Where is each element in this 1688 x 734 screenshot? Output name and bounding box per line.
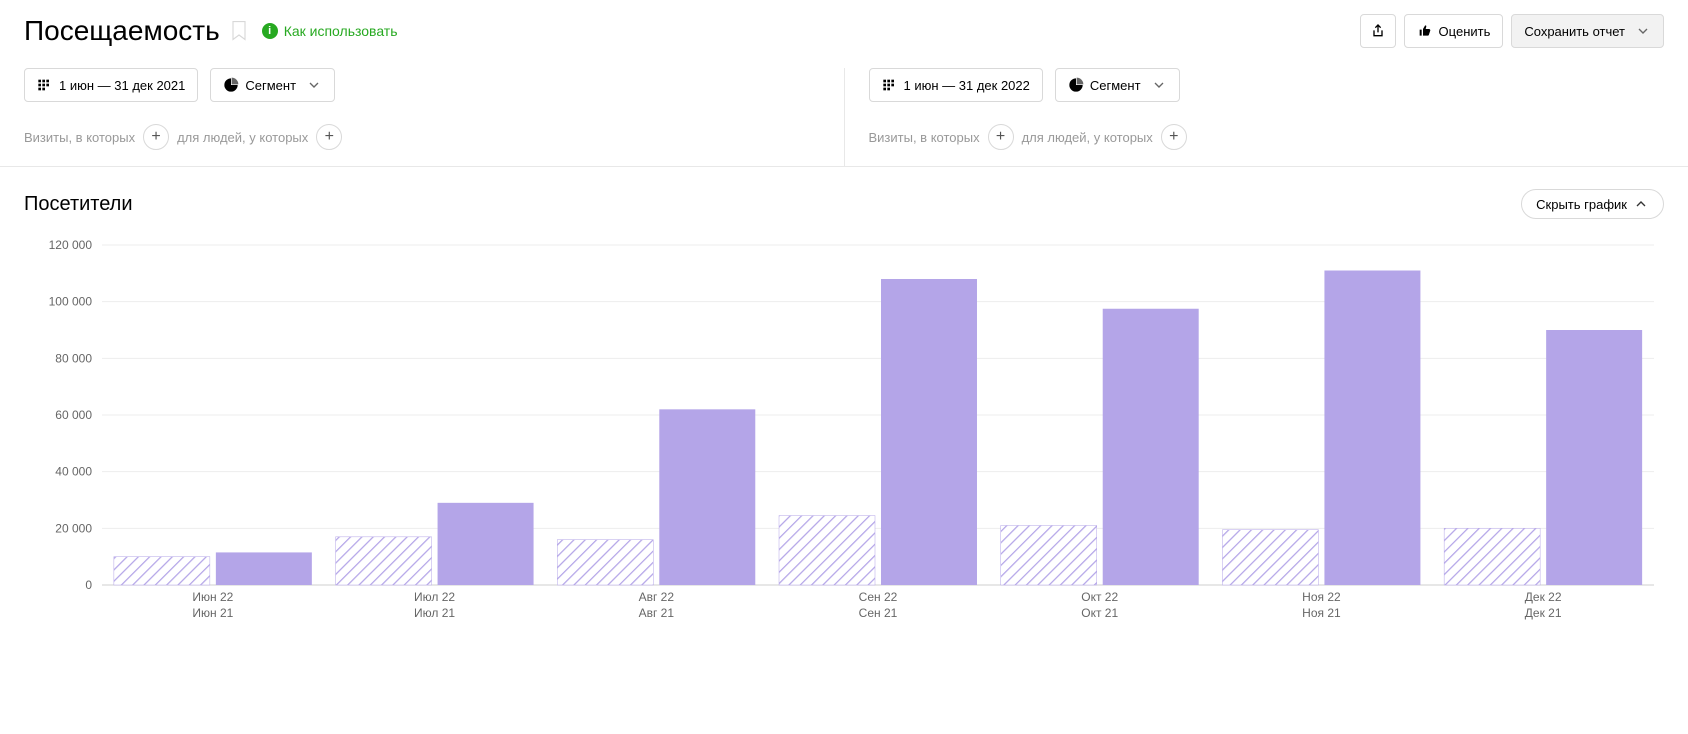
chart-area: 0 20 000 40 000 60 000 80 000 100 000 120 000 И…: [0, 219, 1688, 643]
people-where-label-left: для людей, у которых: [177, 130, 308, 145]
svg-text:Окт 21: Окт 21: [1081, 606, 1118, 620]
how-to-use-link[interactable]: i Как использовать: [262, 23, 398, 39]
calendar-icon: [37, 77, 53, 93]
rate-label: Оценить: [1439, 24, 1491, 39]
section-title: Посетители: [24, 193, 133, 216]
chevron-down-icon: [306, 77, 322, 93]
bar-solid: [216, 552, 312, 585]
svg-text:100 000: 100 000: [49, 295, 93, 309]
svg-text:Ноя 22: Ноя 22: [1302, 590, 1341, 604]
svg-text:Окт 22: Окт 22: [1081, 590, 1118, 604]
segment-label-right: Сегмент: [1090, 78, 1141, 93]
save-report-label: Сохранить отчет: [1524, 24, 1625, 39]
visits-where-label-left: Визиты, в которых: [24, 130, 135, 145]
svg-text:Ноя 21: Ноя 21: [1302, 606, 1341, 620]
info-icon: i: [262, 23, 278, 39]
svg-text:Авг 21: Авг 21: [639, 606, 675, 620]
bar-hatch: [114, 557, 210, 585]
bar-hatch: [1001, 526, 1097, 586]
share-button[interactable]: [1360, 14, 1396, 48]
hide-chart-label: Скрыть график: [1536, 197, 1627, 212]
svg-text:Июн 21: Июн 21: [192, 606, 233, 620]
add-people-condition-right[interactable]: +: [1161, 124, 1187, 150]
hide-chart-button[interactable]: Скрыть график: [1521, 189, 1664, 219]
svg-text:Дек 22: Дек 22: [1525, 590, 1562, 604]
pie-icon: [1068, 77, 1084, 93]
date-range-label-left: 1 июн — 31 дек 2021: [59, 78, 185, 93]
chevron-down-icon: [1151, 77, 1167, 93]
segment-picker-left[interactable]: Сегмент: [210, 68, 335, 102]
svg-text:Сен 22: Сен 22: [859, 590, 898, 604]
share-icon: [1370, 23, 1386, 39]
bar-hatch: [336, 537, 432, 585]
add-visits-condition-left[interactable]: +: [143, 124, 169, 150]
thumbs-icon: [1417, 23, 1433, 39]
add-visits-condition-right[interactable]: +: [988, 124, 1014, 150]
bar-solid: [881, 279, 977, 585]
people-where-label-right: для людей, у которых: [1022, 130, 1153, 145]
svg-text:Дек 21: Дек 21: [1525, 606, 1562, 620]
svg-text:80 000: 80 000: [55, 351, 92, 365]
bar-solid: [1324, 271, 1420, 586]
date-range-picker-right[interactable]: 1 июн — 31 дек 2022: [869, 68, 1043, 102]
bookmark-icon[interactable]: [230, 20, 248, 42]
svg-text:0: 0: [85, 578, 92, 592]
visitors-bar-chart: 0 20 000 40 000 60 000 80 000 100 000 120 000 И…: [24, 229, 1664, 633]
filters-col-right: 1 июн — 31 дек 2022 Сегмент Визиты, в ко…: [845, 68, 1688, 166]
calendar-icon: [882, 77, 898, 93]
svg-text:20 000: 20 000: [55, 521, 92, 535]
chevron-up-icon: [1633, 196, 1649, 212]
visits-where-label-right: Визиты, в которых: [869, 130, 980, 145]
bar-solid: [1103, 309, 1199, 585]
bar-hatch: [557, 540, 653, 585]
section-head: Посетители Скрыть график: [0, 167, 1688, 219]
date-range-picker-left[interactable]: 1 июн — 31 дек 2021: [24, 68, 198, 102]
add-people-condition-left[interactable]: +: [316, 124, 342, 150]
bar-solid: [1546, 330, 1642, 585]
pie-icon: [223, 77, 239, 93]
save-report-button[interactable]: Сохранить отчет: [1511, 14, 1664, 48]
svg-text:Сен 21: Сен 21: [859, 606, 898, 620]
bar-solid: [438, 503, 534, 585]
bar-hatch: [1222, 530, 1318, 585]
bar-solid: [659, 409, 755, 585]
bar-hatch: [779, 516, 875, 585]
segment-label-left: Сегмент: [245, 78, 296, 93]
svg-text:120 000: 120 000: [49, 238, 93, 252]
bar-hatch: [1444, 528, 1540, 585]
filters-row: 1 июн — 31 дек 2021 Сегмент Визиты, в ко…: [0, 68, 1688, 167]
svg-text:Июн 22: Июн 22: [192, 590, 233, 604]
filters-col-left: 1 июн — 31 дек 2021 Сегмент Визиты, в ко…: [0, 68, 845, 166]
how-to-use-label: Как использовать: [284, 23, 398, 39]
segment-picker-right[interactable]: Сегмент: [1055, 68, 1180, 102]
rate-button[interactable]: Оценить: [1404, 14, 1504, 48]
header: Посещаемость i Как использовать Оценить …: [0, 0, 1688, 68]
date-range-label-right: 1 июн — 31 дек 2022: [904, 78, 1030, 93]
svg-text:Июл 22: Июл 22: [414, 590, 455, 604]
page-title: Посещаемость: [24, 15, 220, 47]
svg-text:60 000: 60 000: [55, 408, 92, 422]
svg-text:Авг 22: Авг 22: [639, 590, 675, 604]
svg-text:40 000: 40 000: [55, 465, 92, 479]
chevron-down-icon: [1635, 23, 1651, 39]
svg-text:Июл 21: Июл 21: [414, 606, 455, 620]
